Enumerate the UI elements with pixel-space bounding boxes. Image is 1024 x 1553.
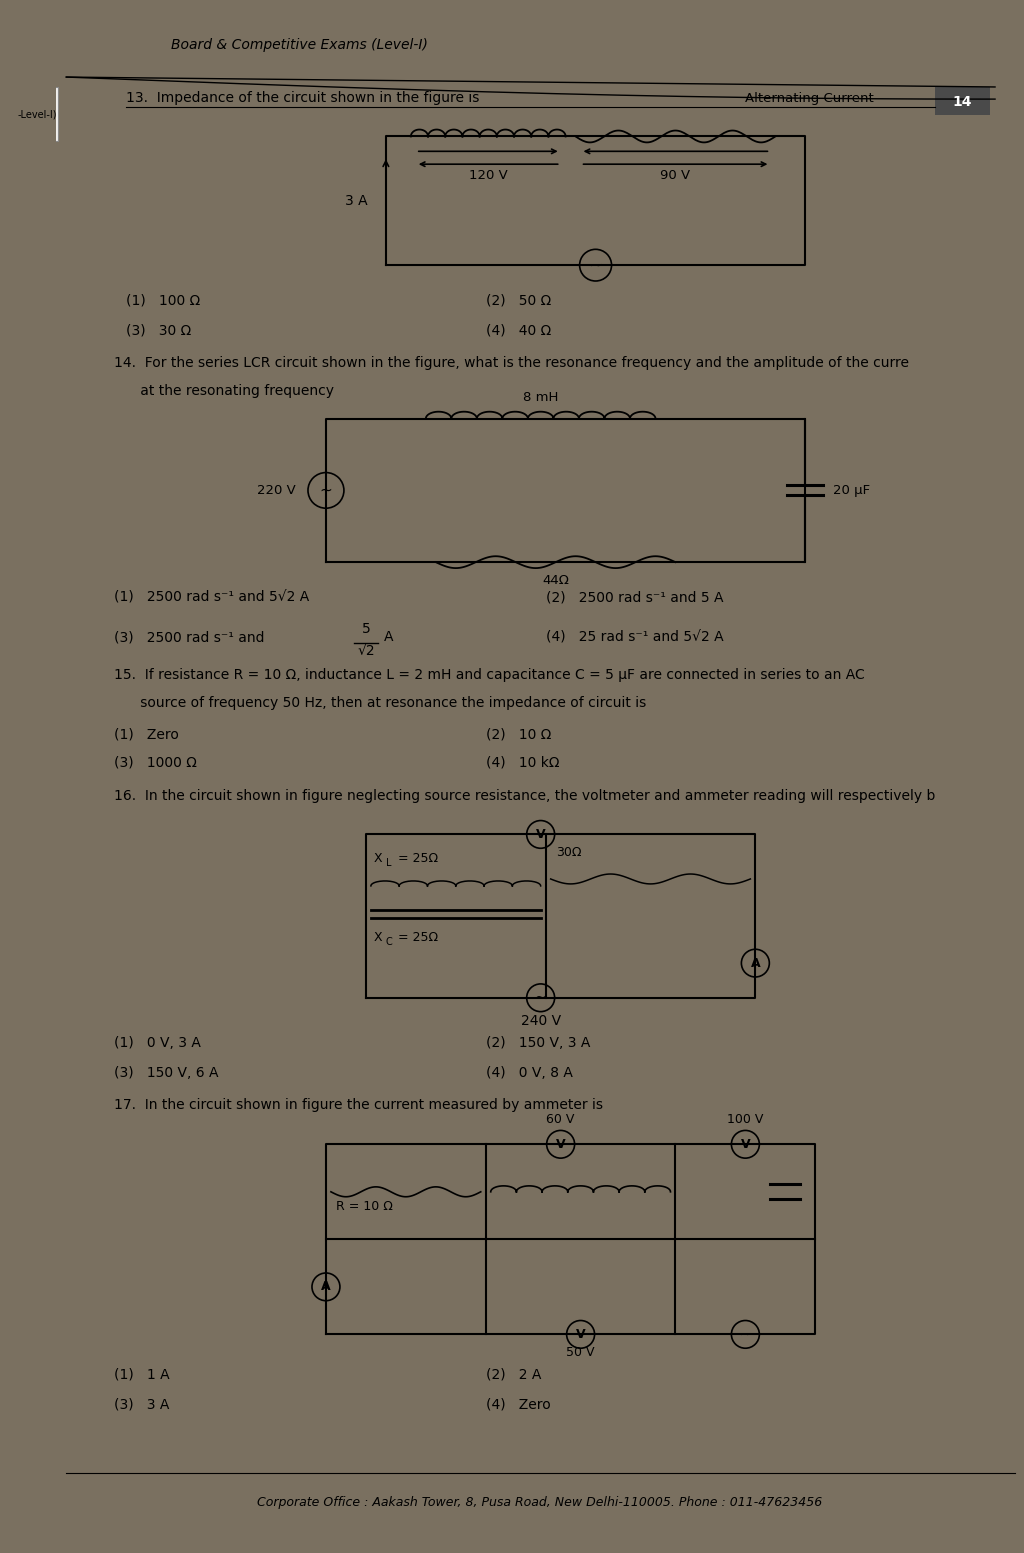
Text: 90 V: 90 V xyxy=(660,169,690,182)
Text: Corporate Office : Aakash Tower, 8, Pusa Road, New Delhi-110005. Phone : 011-476: Corporate Office : Aakash Tower, 8, Pusa… xyxy=(257,1496,822,1510)
Text: (4)   Zero: (4) Zero xyxy=(485,1398,551,1412)
Text: 220 V: 220 V xyxy=(257,485,296,497)
Text: 44Ω: 44Ω xyxy=(542,575,569,587)
Text: V: V xyxy=(740,1138,751,1151)
Text: (1)   100 Ω: (1) 100 Ω xyxy=(126,294,201,307)
Text: source of frequency 50 Hz, then at resonance the impedance of circuit is: source of frequency 50 Hz, then at reson… xyxy=(115,696,646,710)
Text: (3)   1000 Ω: (3) 1000 Ω xyxy=(115,755,197,769)
Text: 240 V: 240 V xyxy=(520,1014,561,1028)
Text: 50 V: 50 V xyxy=(566,1346,595,1359)
Text: A: A xyxy=(751,957,760,969)
Text: V: V xyxy=(556,1138,565,1151)
Text: 15.  If resistance R = 10 Ω, inductance L = 2 mH and capacitance C = 5 μF are co: 15. If resistance R = 10 Ω, inductance L… xyxy=(115,668,865,682)
Text: X: X xyxy=(374,932,383,944)
Text: (1)   0 V, 3 A: (1) 0 V, 3 A xyxy=(115,1036,201,1050)
Bar xyxy=(16,87,58,141)
Text: 60 V: 60 V xyxy=(547,1112,574,1126)
Text: (2)   10 Ω: (2) 10 Ω xyxy=(485,727,551,741)
Text: 17.  In the circuit shown in figure the current measured by ammeter is: 17. In the circuit shown in figure the c… xyxy=(115,1098,603,1112)
Text: at the resonating frequency: at the resonating frequency xyxy=(115,384,334,398)
Text: (4)   10 kΩ: (4) 10 kΩ xyxy=(485,755,559,769)
Text: (4)   25 rad s⁻¹ and 5√2 A: (4) 25 rad s⁻¹ and 5√2 A xyxy=(546,631,723,644)
Text: 3 A: 3 A xyxy=(345,194,368,208)
Text: V: V xyxy=(536,828,546,840)
Text: ~: ~ xyxy=(319,483,333,499)
Text: (4)   0 V, 8 A: (4) 0 V, 8 A xyxy=(485,1065,572,1079)
Text: (2)   50 Ω: (2) 50 Ω xyxy=(485,294,551,307)
Text: V: V xyxy=(575,1328,586,1340)
Text: Alternating Current: Alternating Current xyxy=(745,92,874,104)
Text: 8 mH: 8 mH xyxy=(523,391,558,404)
Text: (1)   2500 rad s⁻¹ and 5√2 A: (1) 2500 rad s⁻¹ and 5√2 A xyxy=(115,590,309,604)
Text: A: A xyxy=(384,631,393,644)
Text: ~: ~ xyxy=(739,1328,752,1342)
Text: -Level-I): -Level-I) xyxy=(17,110,57,120)
Text: (2)   2500 rad s⁻¹ and 5 A: (2) 2500 rad s⁻¹ and 5 A xyxy=(546,590,723,604)
Text: (2)   2 A: (2) 2 A xyxy=(485,1368,541,1382)
Text: (4)   40 Ω: (4) 40 Ω xyxy=(485,323,551,337)
Text: (3)   150 V, 6 A: (3) 150 V, 6 A xyxy=(115,1065,219,1079)
Text: 5: 5 xyxy=(361,623,371,637)
Text: 100 V: 100 V xyxy=(727,1112,764,1126)
Text: (1)   1 A: (1) 1 A xyxy=(115,1368,170,1382)
Text: = 25Ω: = 25Ω xyxy=(394,932,438,944)
Text: 20 μF: 20 μF xyxy=(834,485,870,497)
Text: (1)   Zero: (1) Zero xyxy=(115,727,179,741)
Text: 13.  Impedance of the circuit shown in the figure is: 13. Impedance of the circuit shown in th… xyxy=(126,90,479,104)
Bar xyxy=(935,87,990,115)
Text: √2: √2 xyxy=(357,644,375,658)
Text: 30Ω: 30Ω xyxy=(556,846,582,859)
Text: A: A xyxy=(322,1280,331,1294)
Text: = 25Ω: = 25Ω xyxy=(394,853,438,865)
Text: ~: ~ xyxy=(589,258,602,273)
Text: (3)   2500 rad s⁻¹ and: (3) 2500 rad s⁻¹ and xyxy=(115,631,269,644)
Text: (3)   3 A: (3) 3 A xyxy=(115,1398,170,1412)
Text: 14: 14 xyxy=(952,95,972,109)
Text: ~: ~ xyxy=(535,991,547,1005)
Text: R = 10 Ω: R = 10 Ω xyxy=(336,1199,393,1213)
Text: (2)   150 V, 3 A: (2) 150 V, 3 A xyxy=(485,1036,590,1050)
Text: X: X xyxy=(374,853,383,865)
Text: C: C xyxy=(386,938,392,947)
Text: 14.  For the series LCR circuit shown in the figure, what is the resonance frequ: 14. For the series LCR circuit shown in … xyxy=(115,356,909,370)
Text: (3)   30 Ω: (3) 30 Ω xyxy=(126,323,191,337)
Text: 120 V: 120 V xyxy=(469,169,508,182)
Text: 16.  In the circuit shown in figure neglecting source resistance, the voltmeter : 16. In the circuit shown in figure negle… xyxy=(115,789,936,803)
Text: Board & Competitive Exams (Level-I): Board & Competitive Exams (Level-I) xyxy=(171,39,428,53)
Text: L: L xyxy=(386,859,391,868)
